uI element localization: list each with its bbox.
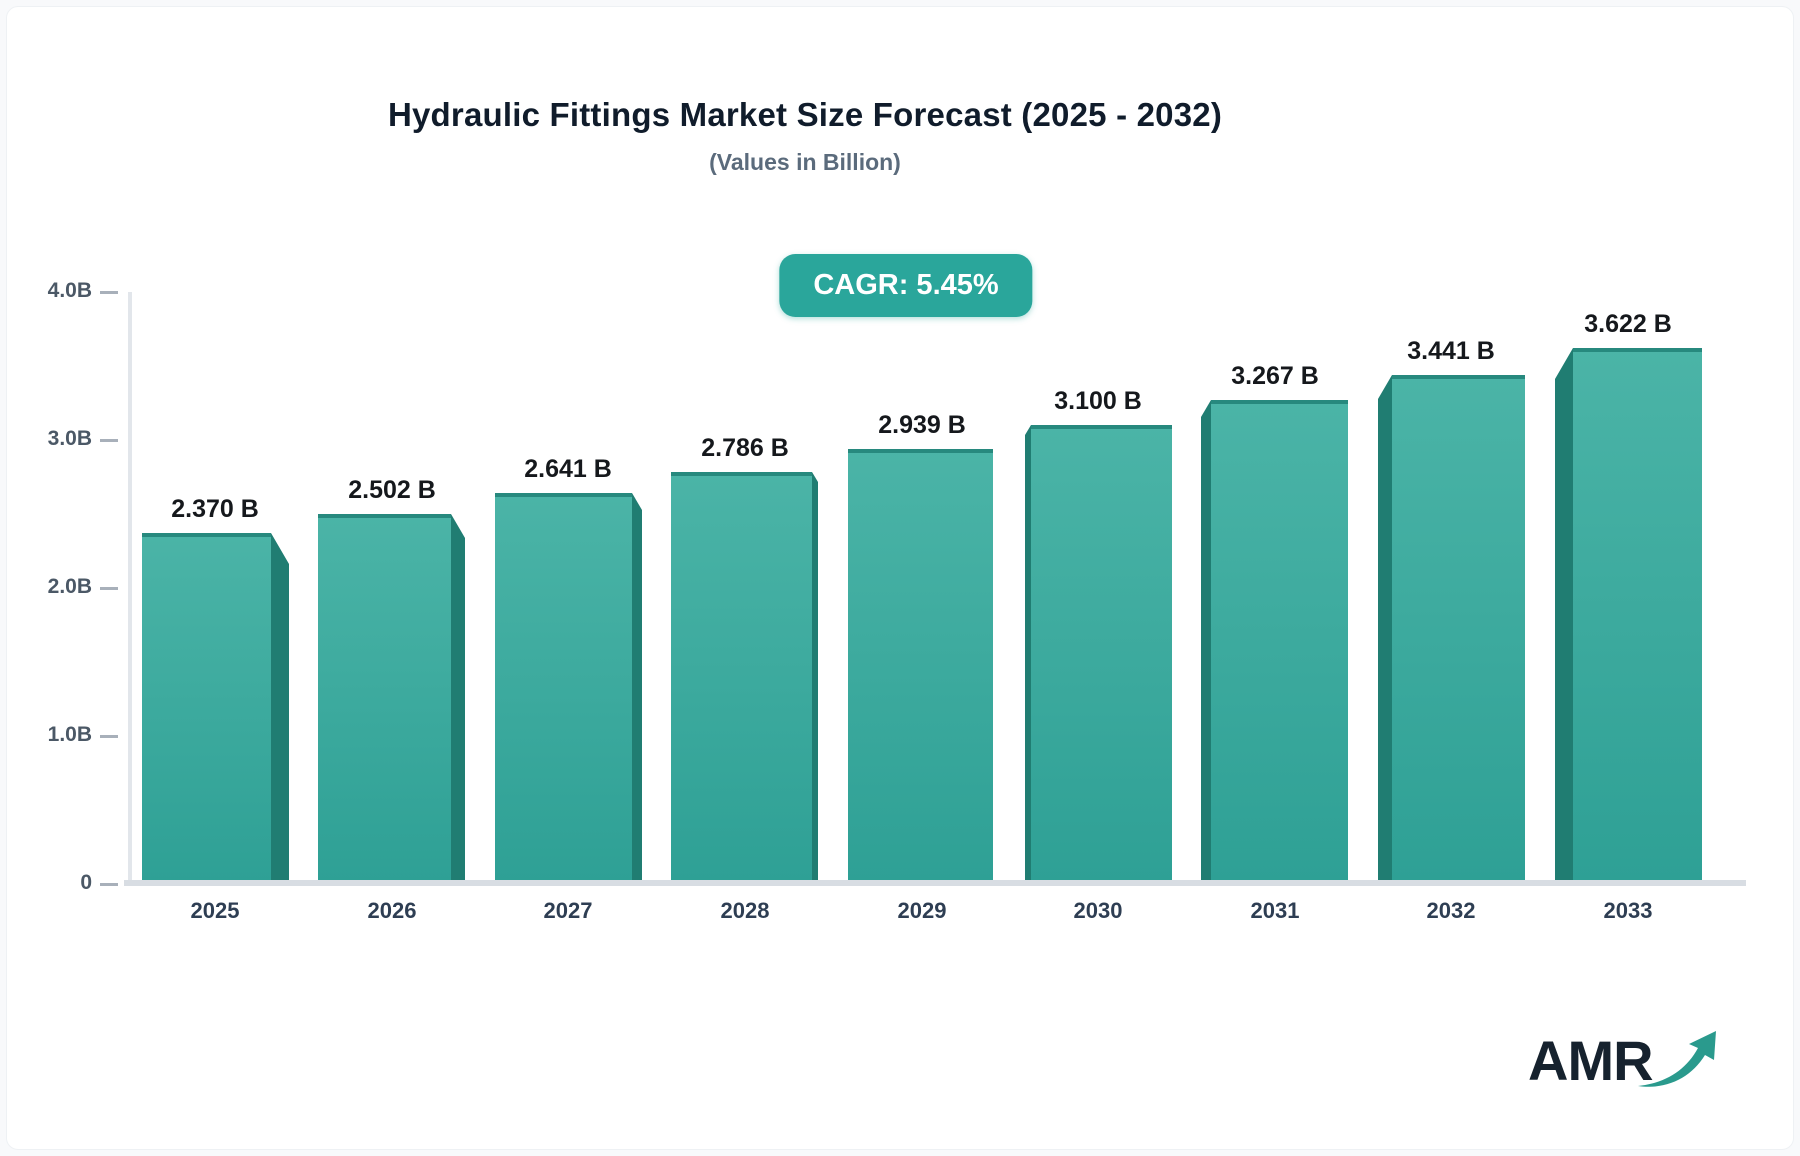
bar-face [1031,425,1172,884]
bar-side-panel [1025,425,1031,884]
x-label-2026: 2026 [367,898,417,923]
y-tick [100,438,118,442]
bar-group-2029[interactable] [848,449,995,884]
bar-value-label: 2.370 B [171,495,259,523]
bar-face [1211,400,1348,884]
bar-value-label: 3.100 B [1054,387,1142,415]
y-axis-line [128,292,132,884]
cagr-badge: CAGR: 5.45% [779,254,1033,317]
bar-group-2030[interactable] [1025,425,1172,884]
x-label-2033: 2033 [1603,898,1653,923]
bar-face [495,493,632,884]
bar-group-2027[interactable] [495,493,642,884]
y-tick-label: 4.0B [47,279,92,302]
bar-value-label: 3.267 B [1231,362,1319,390]
x-label-2029: 2029 [897,898,947,923]
x-label-2028: 2028 [720,898,770,923]
bar-value-label: 3.622 B [1584,310,1672,338]
bar-side-panel [271,533,289,884]
bar-value-label: 2.641 B [524,455,612,483]
y-tick [100,734,118,738]
x-axis-baseline [124,880,1746,886]
y-tick-label: 2.0B [47,575,92,598]
x-label-2027: 2027 [543,898,593,923]
bar-group-2031[interactable] [1201,400,1348,884]
bar-value-label: 2.939 B [878,411,966,439]
bar-side-panel [632,493,642,884]
x-label-2031: 2031 [1250,898,1300,923]
bar-value-label: 2.502 B [348,476,436,504]
bar-group-2025[interactable] [142,533,289,884]
bar-face [848,449,993,884]
chart-subtitle: (Values in Billion) [709,149,901,175]
bar-face [142,533,271,884]
bar-face [1573,348,1702,884]
x-label-2030: 2030 [1073,898,1123,923]
bar-face [318,514,451,884]
bar-value-label: 3.441 B [1407,337,1495,365]
bar-group-2033[interactable] [1555,348,1702,884]
y-tick-label: 1.0B [47,723,92,746]
bar-side-panel [451,514,465,884]
amr-logo-text: AMR [1528,1029,1654,1092]
bar-side-panel [812,472,818,884]
y-tick-label: 0 [80,871,92,894]
y-tick [100,290,118,294]
bar-face [1392,375,1525,884]
bar-group-2028[interactable] [671,472,818,884]
bar-face [671,472,812,884]
bar-side-panel [1201,400,1211,884]
bar-group-2026[interactable] [318,514,465,884]
bar-value-label: 2.786 B [701,434,789,462]
y-tick-label: 3.0B [47,427,92,450]
chart-title: Hydraulic Fittings Market Size Forecast … [387,96,1223,133]
x-label-2025: 2025 [190,898,240,923]
x-label-2032: 2032 [1426,898,1476,923]
trend-up-arrow-icon [1638,1031,1716,1087]
y-tick [100,586,118,590]
bar-side-panel [1378,375,1392,884]
bar-side-panel [1555,348,1573,884]
bar-group-2032[interactable] [1378,375,1525,884]
y-tick [100,882,118,886]
